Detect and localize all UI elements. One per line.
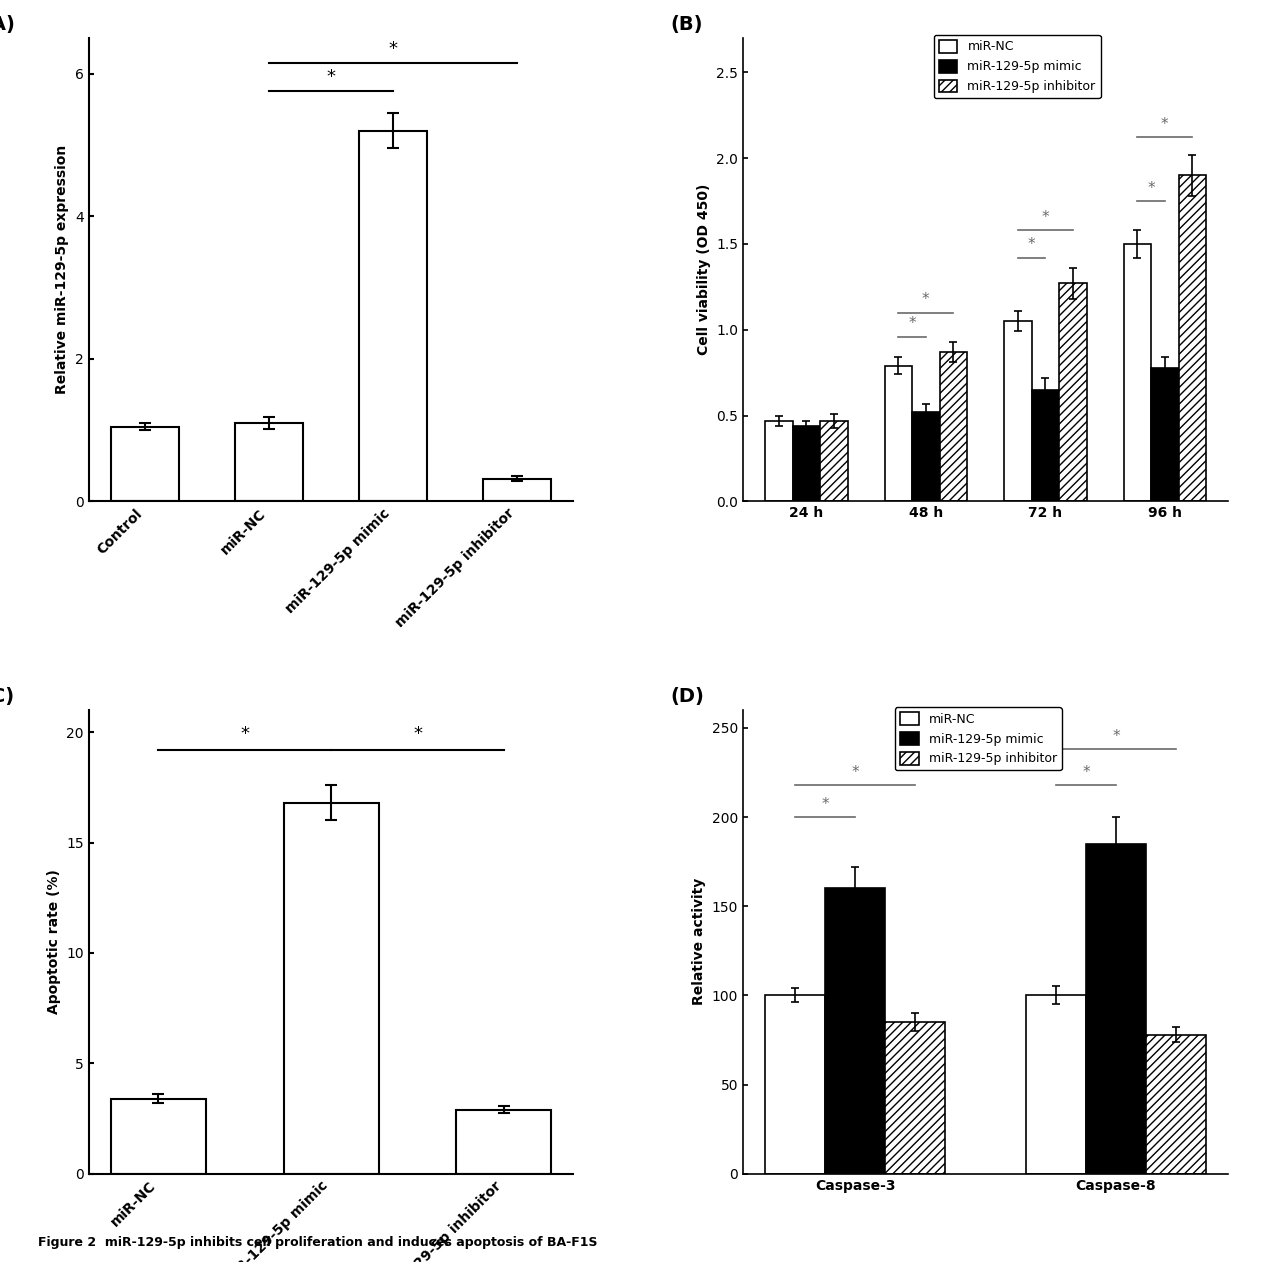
Bar	[765, 996, 825, 1174]
Text: *: *	[822, 796, 829, 811]
Text: (B): (B)	[671, 15, 703, 34]
Bar	[765, 420, 793, 501]
Bar	[885, 366, 912, 501]
Y-axis label: Apoptotic rate (%): Apoptotic rate (%)	[47, 870, 61, 1015]
Text: *: *	[327, 68, 335, 86]
Bar	[793, 425, 820, 501]
Text: (D): (D)	[671, 687, 704, 705]
Y-axis label: Relative miR-129-5p expression: Relative miR-129-5p expression	[56, 145, 70, 394]
Bar	[1086, 844, 1146, 1174]
Bar	[1032, 390, 1060, 501]
Bar	[1025, 996, 1086, 1174]
Bar	[825, 888, 885, 1174]
Bar	[885, 1022, 946, 1174]
Bar	[284, 803, 379, 1174]
Bar	[1151, 367, 1179, 501]
Bar	[360, 130, 427, 501]
Bar	[456, 1109, 552, 1174]
Text: *: *	[922, 293, 929, 308]
Legend: miR-NC, miR-129-5p mimic, miR-129-5p inhibitor: miR-NC, miR-129-5p mimic, miR-129-5p inh…	[895, 707, 1062, 770]
Y-axis label: Relative activity: Relative activity	[693, 878, 706, 1006]
Text: *: *	[1161, 117, 1169, 133]
Bar	[939, 352, 967, 501]
Bar	[1004, 321, 1032, 501]
Text: *: *	[241, 726, 249, 743]
Text: *: *	[1147, 180, 1155, 196]
Bar	[912, 413, 939, 501]
Y-axis label: Cell viability (OD 450): Cell viability (OD 450)	[696, 184, 710, 356]
Text: *: *	[851, 765, 860, 780]
Bar	[1146, 1035, 1206, 1174]
Text: Figure 2  miR-129-5p inhibits cell proliferation and induces apoptosis of BA-F1S: Figure 2 miR-129-5p inhibits cell prolif…	[38, 1237, 598, 1249]
Text: (A): (A)	[0, 15, 15, 34]
Bar	[1060, 284, 1086, 501]
Bar	[1179, 175, 1206, 501]
Text: *: *	[413, 726, 422, 743]
Text: *: *	[908, 317, 915, 332]
Text: (C): (C)	[0, 687, 14, 705]
Text: *: *	[1042, 209, 1050, 225]
Bar	[110, 427, 179, 501]
Text: *: *	[1028, 237, 1036, 252]
Bar	[110, 1099, 206, 1174]
Text: *: *	[389, 40, 398, 58]
Text: *: *	[1113, 729, 1120, 743]
Bar	[1123, 244, 1151, 501]
Bar	[484, 478, 552, 501]
Legend: miR-NC, miR-129-5p mimic, miR-129-5p inhibitor: miR-NC, miR-129-5p mimic, miR-129-5p inh…	[933, 35, 1100, 98]
Bar	[820, 420, 848, 501]
Text: *: *	[1082, 765, 1090, 780]
Bar	[234, 423, 303, 501]
